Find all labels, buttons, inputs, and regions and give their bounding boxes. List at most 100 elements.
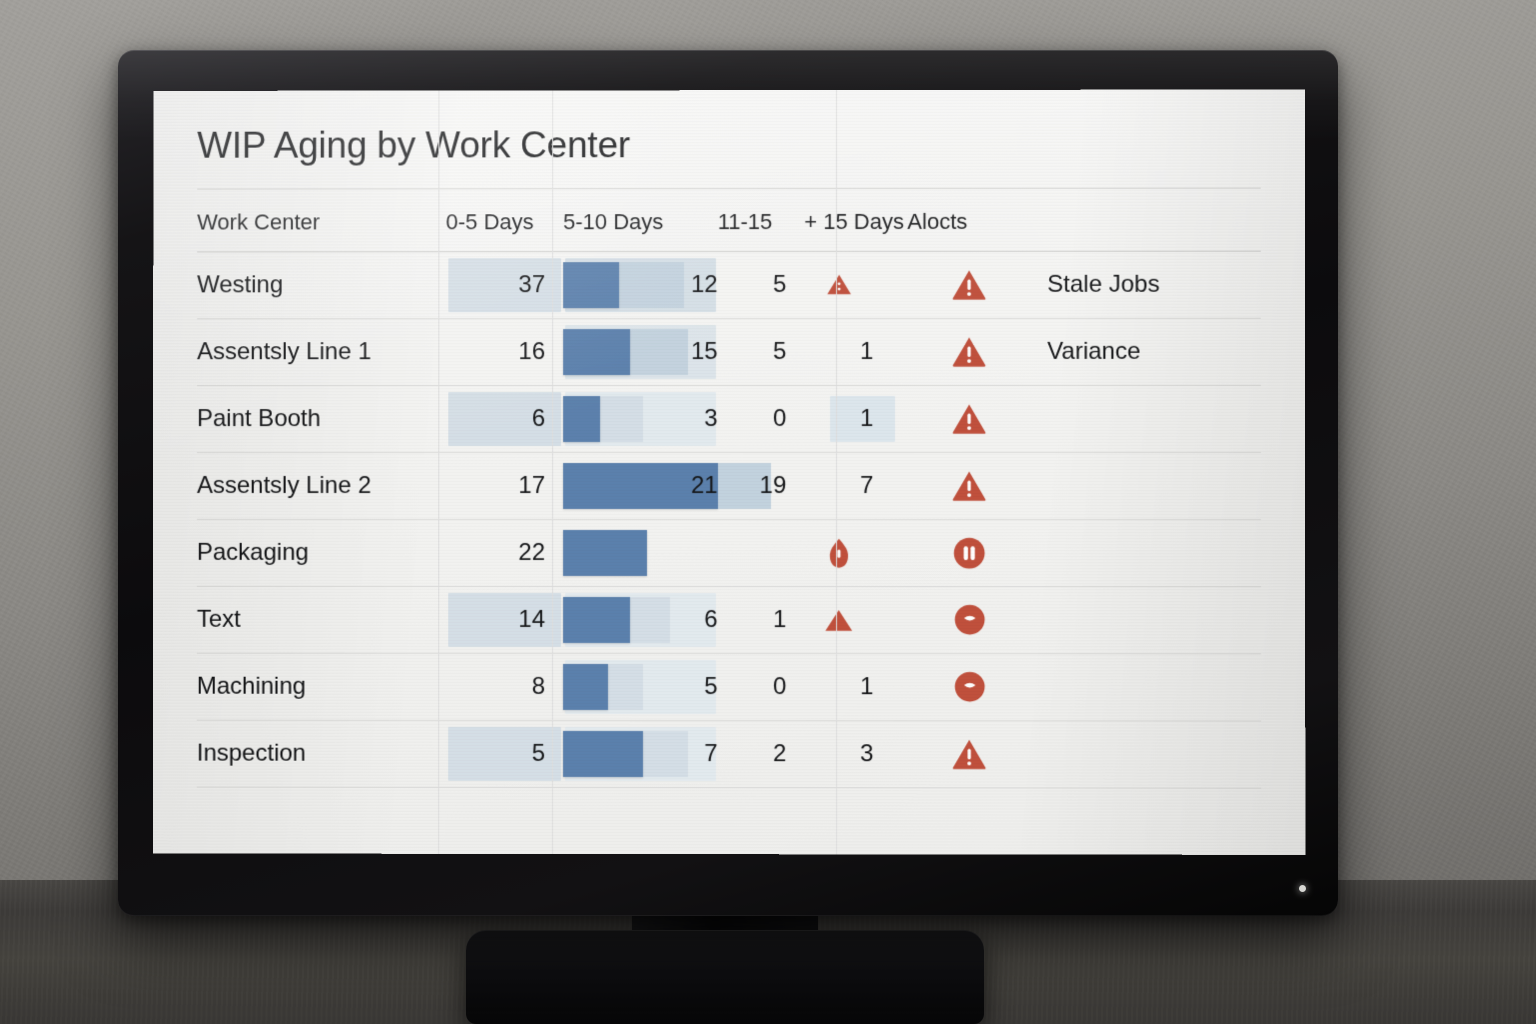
- table-row[interactable]: Assentsly Line 2 17 21 19 7: [196, 452, 1261, 520]
- cell-0-5-days: 17: [445, 452, 564, 520]
- cell-0-5-days: 8: [445, 653, 564, 721]
- value-11-15: 19: [759, 472, 787, 500]
- table-row[interactable]: Assentsly Line 1 16 15 5 1 Variance: [197, 318, 1261, 386]
- value-5-10-days: 6: [704, 606, 718, 634]
- cell-work-center: Assentsly Line 1: [197, 318, 446, 386]
- warning-triangle-icon[interactable]: [804, 252, 873, 318]
- table-row[interactable]: Westing 37 12 5 Stale Jobs: [197, 251, 1261, 319]
- cell-work-center: Assentsly Line 2: [196, 452, 446, 520]
- cell-alert-icon: [907, 385, 1032, 453]
- solid-triangle-icon[interactable]: [804, 587, 873, 653]
- value-5-10-days: 3: [704, 405, 718, 433]
- column-header-5-10-days[interactable]: 5-10 Days: [563, 191, 718, 252]
- alert-circle-icon[interactable]: [907, 587, 1031, 653]
- value-5-10-days: 5: [704, 673, 718, 701]
- cell-0-5-days: 5: [445, 720, 564, 788]
- cell-11-15: 5: [717, 318, 805, 386]
- cell-0-5-days: 37: [445, 251, 564, 319]
- value-11-15: 2: [772, 740, 787, 768]
- table-row[interactable]: Text 14 6 1: [196, 586, 1262, 654]
- alert-label: [1031, 673, 1047, 700]
- cell-15-plus-days: 3: [804, 720, 908, 788]
- table-row[interactable]: Machining 8 5 0 1: [196, 653, 1262, 722]
- value-11-15: 0: [772, 673, 787, 701]
- value-0-5-days: 16: [518, 338, 546, 366]
- page-title: WIP Aging by Work Center: [197, 124, 631, 166]
- table-row[interactable]: Inspection 5 7 2 3: [196, 720, 1262, 789]
- alert-circle-icon[interactable]: [907, 654, 1031, 720]
- value-0-5-days: 37: [518, 271, 546, 299]
- column-header-15-plus-days[interactable]: + 15 Days: [804, 190, 908, 252]
- cell-alert-label: [1031, 519, 1261, 587]
- value-0-5-days: 22: [518, 538, 546, 566]
- cell-work-center: Paint Booth: [196, 385, 446, 453]
- cell-alert-icon: [907, 720, 1032, 788]
- cell-11-15: 0: [717, 653, 805, 721]
- table-body: Westing 37 12 5 Stale Jobs Assentsly Line 1 16…: [196, 251, 1262, 789]
- alert-triangle-icon[interactable]: [907, 319, 1031, 385]
- cell-alert-label: Variance: [1031, 318, 1261, 386]
- cell-5-10-days: 21: [563, 452, 752, 520]
- cell-alert-label: [1031, 385, 1261, 453]
- cell-alert-icon: [907, 586, 1032, 654]
- cell-11-15: 1: [717, 586, 805, 654]
- cell-0-5-days: 6: [445, 385, 564, 453]
- cell-5-10-days: 15: [563, 318, 718, 386]
- cell-11-15: 0: [717, 385, 805, 453]
- alert-label: Variance: [1047, 337, 1141, 365]
- cell-highlight: [565, 659, 716, 715]
- table-header: Work Center 0-5 Days 5-10 Days 11-15 + 1…: [197, 190, 1261, 252]
- value-5-10-days: 7: [704, 740, 718, 768]
- value-15-plus-days: 7: [860, 472, 874, 500]
- value-15-plus-days: 1: [860, 337, 874, 365]
- cell-5-10-days: 3: [563, 385, 718, 453]
- value-15-plus-days: 1: [860, 404, 874, 432]
- cell-15-plus-days: [804, 251, 908, 319]
- alert-oval-icon[interactable]: [804, 520, 873, 586]
- cell-15-plus-days: 7: [804, 452, 908, 520]
- value-5-10-days: 12: [690, 271, 718, 299]
- cell-alert-icon: [907, 653, 1032, 721]
- column-header-11-15[interactable]: 11-15: [717, 191, 805, 252]
- column-header-work-center[interactable]: Work Center: [197, 191, 446, 252]
- cell-0-5-days: 22: [445, 519, 564, 587]
- app-page: WIP Aging by Work Center Work Center 0-5…: [152, 89, 1306, 855]
- cell-alert-icon: [907, 251, 1032, 319]
- cell-alert-icon: [907, 519, 1032, 587]
- cell-15-plus-days: [804, 586, 908, 654]
- alert-label: [1031, 539, 1047, 566]
- cell-15-plus-days: 1: [804, 318, 908, 386]
- alert-triangle-icon[interactable]: [907, 453, 1031, 519]
- cell-11-15: 2: [717, 720, 805, 788]
- value-11-15: 5: [772, 271, 787, 299]
- cell-5-10-days: 6: [563, 586, 718, 654]
- column-header-0-5-days[interactable]: 0-5 Days: [445, 191, 564, 252]
- alert-triangle-icon[interactable]: [907, 252, 1031, 318]
- cell-alert-label: Stale Jobs: [1031, 251, 1261, 319]
- cell-11-15: 5: [717, 251, 805, 319]
- cell-5-10-days: 5: [563, 653, 718, 721]
- cell-work-center: Westing: [197, 251, 446, 319]
- cell-highlight: [565, 392, 716, 447]
- cell-alert-label: [1031, 653, 1262, 722]
- cell-alert-icon: [907, 318, 1032, 386]
- cell-work-center: Packaging: [196, 519, 446, 587]
- column-header-alerts[interactable]: Alocts: [907, 190, 1261, 252]
- value-5-10-days: 15: [690, 338, 718, 366]
- cell-alert-label: [1031, 452, 1261, 520]
- cell-alert-icon: [907, 452, 1032, 520]
- cell-alert-label: [1031, 720, 1262, 789]
- computer-monitor: WIP Aging by Work Center Work Center 0-5…: [118, 50, 1338, 916]
- alert-circle-pause-icon[interactable]: [907, 520, 1031, 586]
- alert-triangle-icon[interactable]: [907, 386, 1031, 452]
- table-row[interactable]: Packaging 22: [196, 519, 1261, 587]
- cell-15-plus-days: 1: [804, 653, 908, 721]
- value-0-5-days: 17: [518, 472, 546, 499]
- alert-label: [1031, 405, 1047, 432]
- value-15-plus-days: 3: [860, 740, 874, 768]
- table-row[interactable]: Paint Booth 6 3 0 1: [196, 385, 1261, 453]
- title-divider: [197, 187, 1261, 190]
- cell-work-center: Text: [196, 586, 446, 654]
- value-0-5-days: 8: [531, 672, 546, 700]
- alert-triangle-icon[interactable]: [908, 721, 1032, 787]
